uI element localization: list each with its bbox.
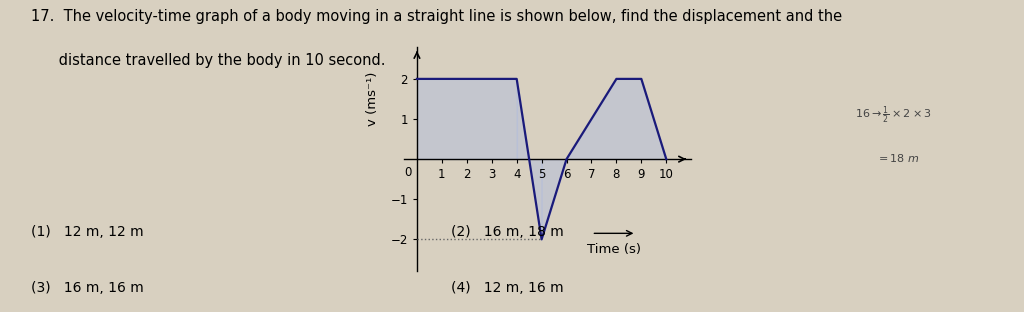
Text: 0: 0 bbox=[404, 166, 412, 179]
Text: $= 18$ m: $= 18$ m bbox=[876, 152, 919, 164]
Text: 17.  The velocity-time graph of a body moving in a straight line is shown below,: 17. The velocity-time graph of a body mo… bbox=[31, 9, 842, 24]
Text: $16 \rightarrow \frac{1}{2} \times 2 \times 3$: $16 \rightarrow \frac{1}{2} \times 2 \ti… bbox=[855, 105, 932, 126]
Text: (3)   16 m, 16 m: (3) 16 m, 16 m bbox=[31, 281, 143, 295]
Text: (1)   12 m, 12 m: (1) 12 m, 12 m bbox=[31, 225, 143, 239]
Text: v (ms⁻¹): v (ms⁻¹) bbox=[366, 72, 379, 126]
Text: distance travelled by the body in 10 second.: distance travelled by the body in 10 sec… bbox=[31, 53, 385, 68]
Text: (4)   12 m, 16 m: (4) 12 m, 16 m bbox=[451, 281, 563, 295]
Text: (2)   16 m, 18 m: (2) 16 m, 18 m bbox=[451, 225, 563, 239]
Text: Time (s): Time (s) bbox=[587, 243, 641, 256]
